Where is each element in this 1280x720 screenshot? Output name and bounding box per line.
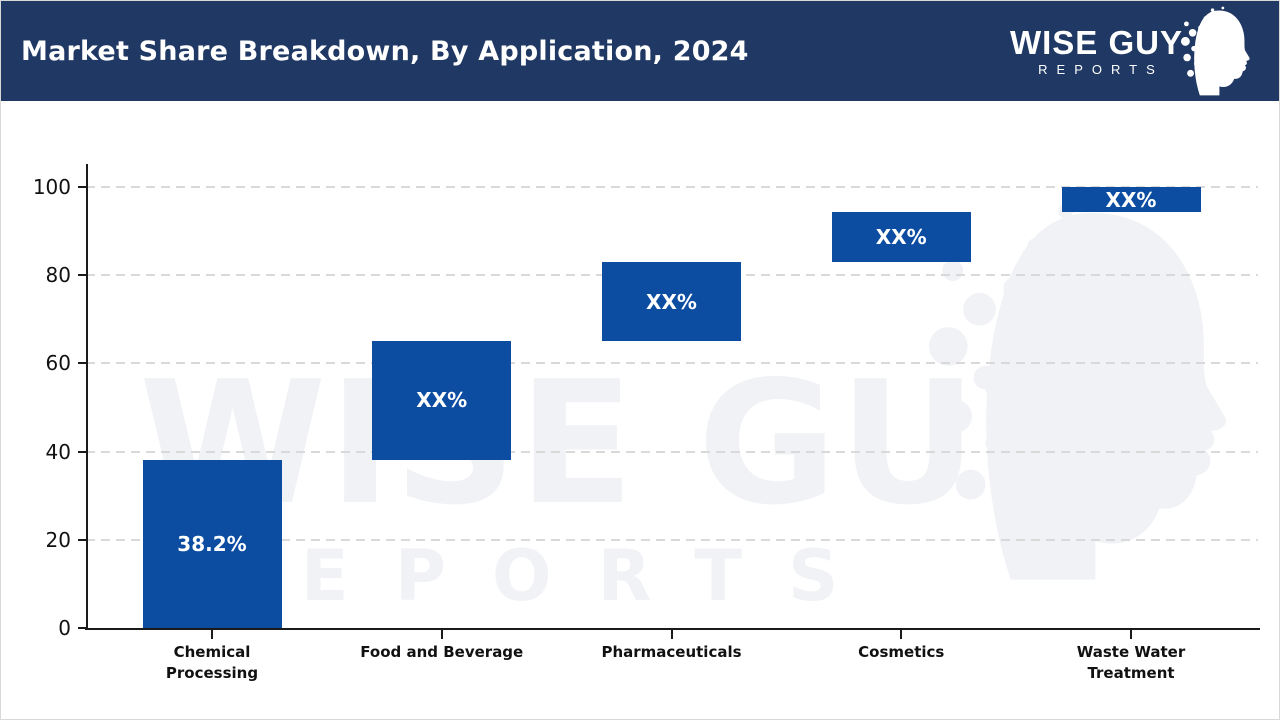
- y-tick-label-0: 0: [58, 616, 71, 640]
- y-tick-label-80: 80: [45, 263, 71, 288]
- bar-value-label-food-and-beverage: XX%: [416, 388, 468, 413]
- x-tick-waste-water-treatment: [1130, 630, 1132, 639]
- gridline-20: [86, 538, 1258, 541]
- x-category-label-waste-water-treatment: Waste Water Treatment: [1076, 643, 1186, 682]
- x-category-label-pharmaceuticals: Pharmaceuticals: [601, 643, 742, 661]
- y-tick-label-40: 40: [45, 439, 71, 464]
- y-tick-0: [78, 627, 86, 629]
- x-category-label-chemical-processing: Chemical Processing: [165, 643, 259, 682]
- gridline-40: [86, 450, 1258, 453]
- watermark-wordmark: WISE GUY: [139, 345, 1105, 543]
- x-tick-cosmetics: [900, 630, 903, 639]
- logo-wordmark: WISE GUY: [1009, 24, 1183, 61]
- wiseguy-logo-text: WISE GUY REPORTS: [1010, 26, 1183, 76]
- logo-subtitle: REPORTS: [1038, 62, 1164, 77]
- x-tick-chemical-processing: [211, 630, 213, 639]
- y-axis-line: [86, 164, 88, 630]
- wiseguy-logo: WISE GUY REPORTS: [1010, 6, 1265, 96]
- bar-cosmetics: XX%: [831, 212, 971, 262]
- y-tick-100: [78, 186, 86, 188]
- y-tick-60: [78, 362, 86, 365]
- chart-title: Market Share Breakdown, By Application, …: [21, 35, 749, 67]
- x-tick-food-and-beverage: [440, 630, 443, 639]
- y-tick-40: [78, 450, 86, 453]
- gridline-60: [86, 362, 1258, 365]
- bar-food-and-beverage: XX%: [372, 341, 512, 460]
- y-tick-20: [78, 538, 86, 541]
- y-tick-label-20: 20: [45, 527, 71, 552]
- bar-value-label-waste-water-treatment: XX%: [1105, 187, 1157, 212]
- watermark-subtitle: REPORTS: [201, 535, 885, 617]
- bar-value-label-pharmaceuticals: XX%: [646, 289, 697, 314]
- y-tick-label-100: 100: [32, 175, 71, 199]
- gridline-100: [86, 186, 1258, 188]
- x-axis-line: [85, 628, 1260, 630]
- watermark-face-icon: [929, 196, 1226, 580]
- x-category-label-food-and-beverage: Food and Beverage: [360, 643, 524, 661]
- bar-pharmaceuticals: XX%: [602, 261, 741, 342]
- bar-chemical-processing: 38.2%: [142, 459, 282, 628]
- x-category-label-cosmetics: Cosmetics: [858, 643, 945, 661]
- bar-waste-water-treatment: XX%: [1061, 187, 1201, 213]
- bar-value-label-chemical-processing: 38.2%: [177, 531, 247, 556]
- y-tick-80: [78, 274, 86, 277]
- y-tick-label-60: 60: [45, 351, 71, 376]
- x-tick-pharmaceuticals: [670, 630, 673, 639]
- bar-value-label-cosmetics: XX%: [875, 225, 927, 250]
- chart-plot-area: WISE GUY REPORTS 0 20 40 60 80 100 38.2% Chemic…: [1, 101, 1279, 719]
- wiseguy-face-icon: [1180, 6, 1250, 96]
- header-banner: Market Share Breakdown, By Application, …: [1, 1, 1279, 101]
